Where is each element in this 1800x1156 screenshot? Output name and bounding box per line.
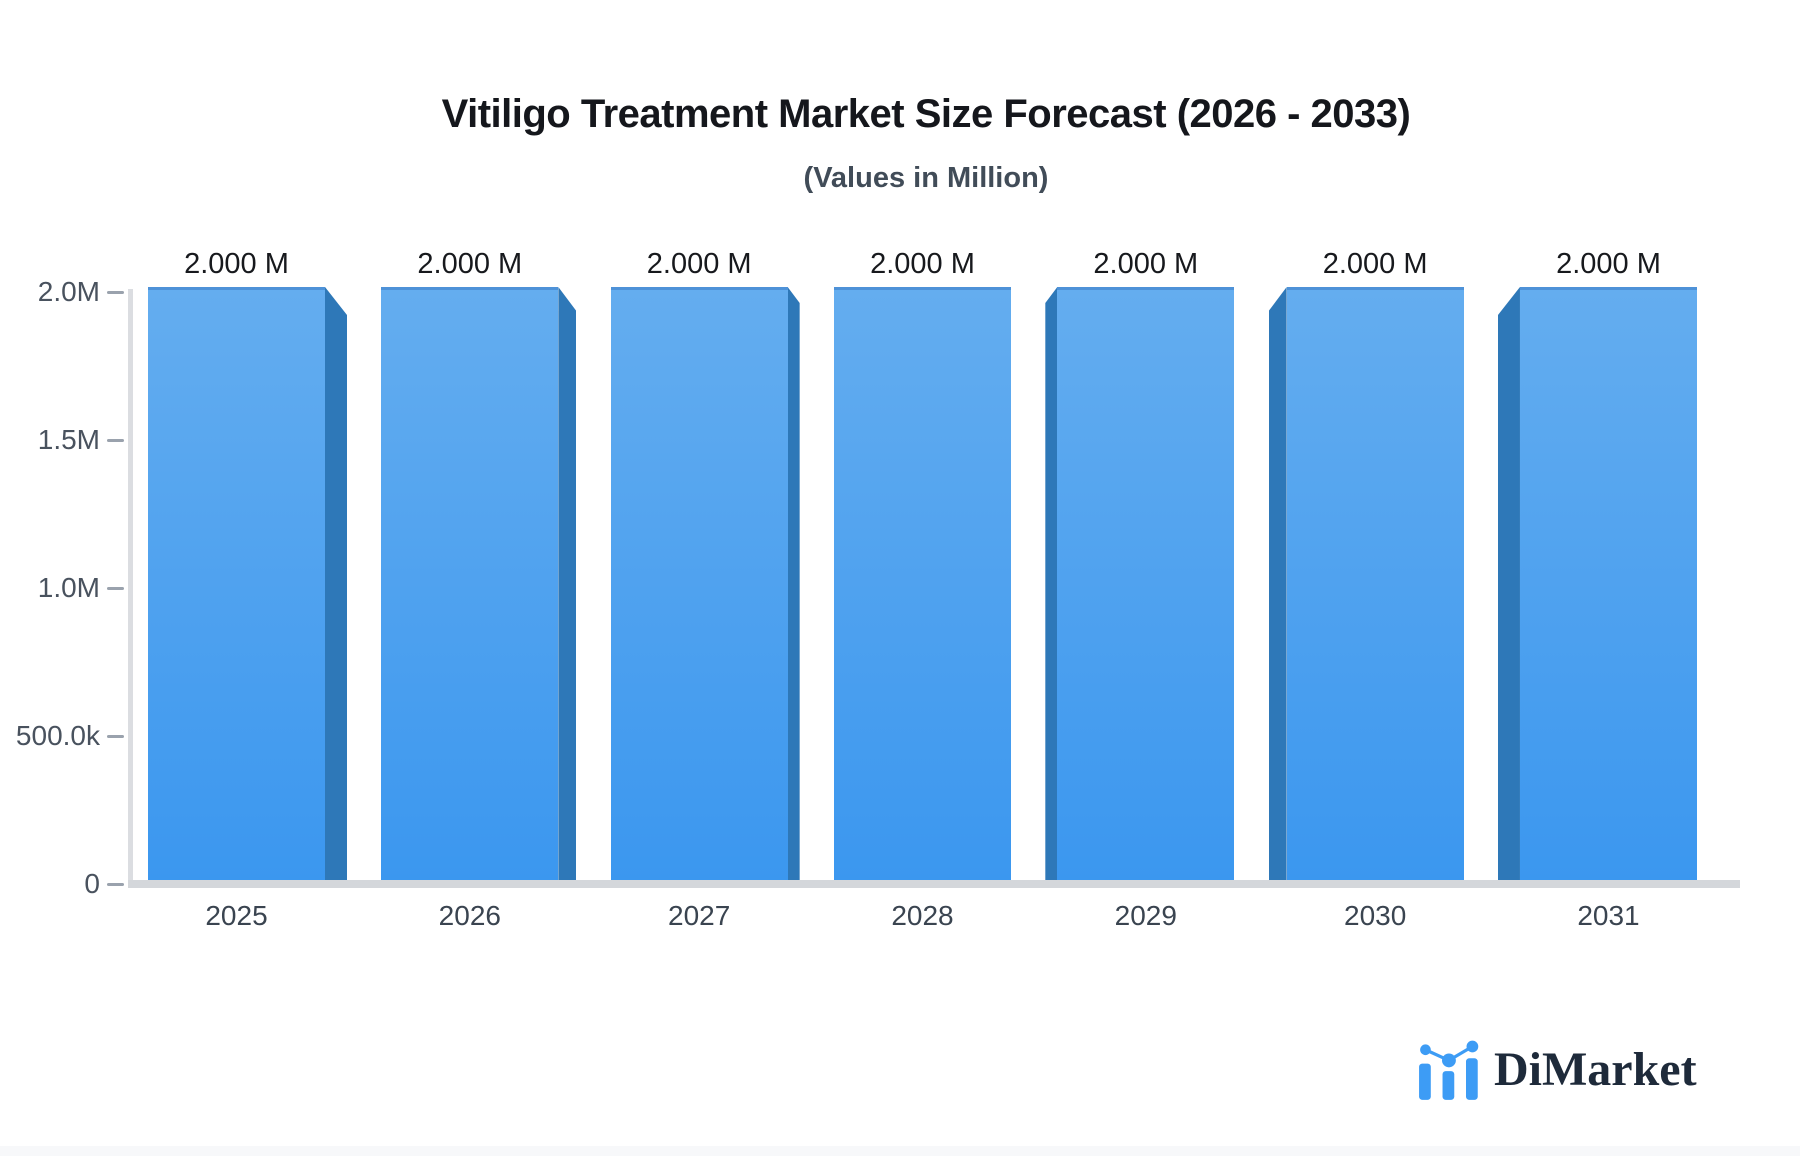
y-axis-tick: [107, 438, 124, 442]
y-axis: 2.0M 1.5M 1.0M 500.0k 0: [0, 0, 148, 1156]
bar-side-face: [1268, 287, 1287, 880]
y-axis-line: [128, 289, 133, 880]
y-axis-label: 0: [84, 868, 100, 899]
bar-value-label: 2.000 M: [1556, 248, 1661, 280]
bar-value-label: 2.000 M: [870, 248, 975, 280]
bar: 2.000 M 2025: [148, 248, 347, 931]
brand-logo: DiMarket: [1418, 1040, 1697, 1100]
bar-value-label: 2.000 M: [1093, 248, 1199, 280]
bar-face: 2.000 M 2025: [148, 248, 325, 931]
bar-chart-logo-icon: [1419, 1040, 1479, 1100]
x-axis-label: 2030: [1343, 900, 1407, 931]
x-axis-label: 2025: [205, 900, 268, 931]
bar-side-face: [1497, 287, 1520, 880]
bar-face: 2.000 M 2029: [1057, 248, 1235, 931]
bar: 2.000 M 2030: [1268, 248, 1464, 931]
y-axis-label: 500.0k: [15, 720, 100, 751]
brand-name: DiMarket: [1494, 1043, 1697, 1096]
bar: 2.000 M 2031: [1497, 248, 1697, 931]
bar-side-face: [325, 287, 347, 880]
bar-face: 2.000 M 2031: [1519, 248, 1697, 931]
bar-value-label: 2.000 M: [646, 248, 752, 280]
bar: 2.000 M 2026: [381, 248, 577, 931]
bar-value-label: 2.000 M: [417, 248, 523, 280]
bar-side-face: [558, 287, 577, 880]
bar-face: 2.000 M 2028: [833, 248, 1011, 931]
y-axis-tick: [107, 882, 124, 886]
chart-title: Vitiligo Treatment Market Size Forecast …: [441, 92, 1411, 136]
chart-subtitle: (Values in Million): [803, 162, 1049, 194]
y-axis-tick: [107, 586, 124, 590]
bar-value-label: 2.000 M: [184, 248, 289, 280]
plot-area: 2.000 M 2025 2.000 M 2026 2.000 M 2027 2.000 M…: [148, 248, 1697, 931]
y-axis-tick: [107, 290, 124, 294]
bar: 2.000 M 2029: [1045, 248, 1235, 931]
bar-value-label: 2.000 M: [1322, 248, 1428, 280]
bar-side-face: [787, 287, 800, 880]
bar-face: 2.000 M 2027: [610, 248, 788, 931]
x-axis-label: 2029: [1114, 900, 1177, 931]
x-axis-label: 2028: [891, 900, 954, 931]
y-axis-label: 1.0M: [37, 572, 100, 603]
x-axis-label: 2027: [668, 900, 731, 931]
x-axis-label: 2026: [438, 900, 501, 931]
bar-face: 2.000 M 2030: [1286, 248, 1464, 931]
bar: 2.000 M 2028: [833, 248, 1011, 931]
y-axis-label: 2.0M: [37, 276, 100, 307]
y-axis-label: 1.5M: [37, 424, 100, 455]
bar-side-face: [1045, 287, 1058, 880]
bar-face: 2.000 M 2026: [381, 248, 559, 931]
x-axis-line: [128, 880, 1740, 888]
x-axis-label: 2031: [1577, 900, 1640, 931]
bar: 2.000 M 2027: [610, 248, 800, 931]
y-axis-tick: [107, 734, 124, 738]
